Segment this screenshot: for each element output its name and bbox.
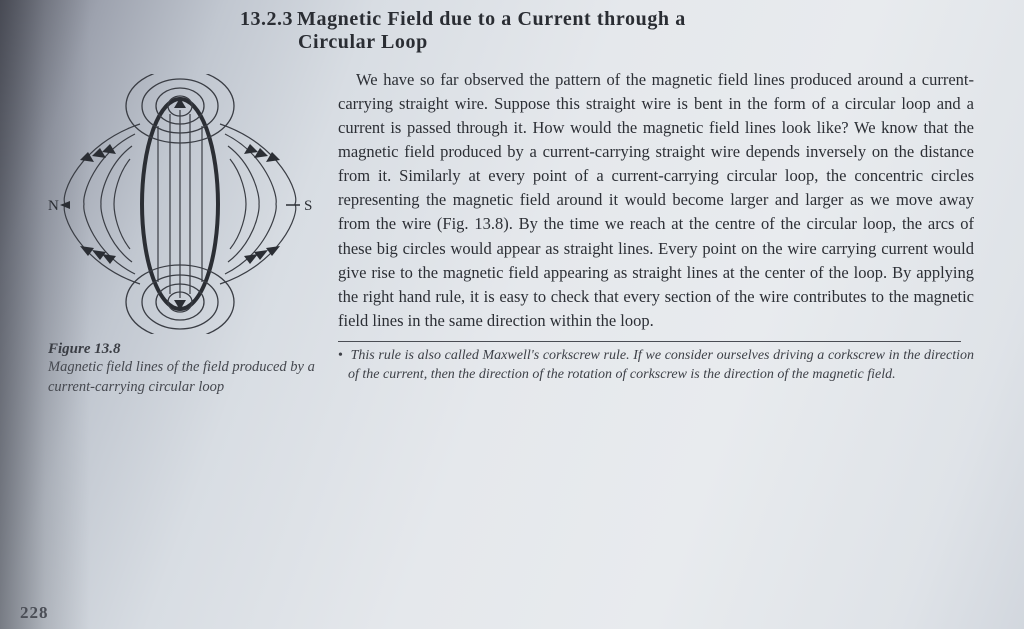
figure-column: N S Figure 13.8 Magnetic field lines of … xyxy=(40,62,320,397)
footnote-bullet-icon: • xyxy=(338,348,343,363)
body-paragraph: We have so far observed the pattern of t… xyxy=(338,68,974,333)
figure-caption: Figure 13.8 Magnetic field lines of the … xyxy=(40,341,320,397)
section-title-line1: Magnetic Field due to a Current through … xyxy=(297,8,686,30)
section-number: 13.2.3 xyxy=(240,8,293,30)
body-text-column: We have so far observed the pattern of t… xyxy=(338,62,974,384)
figure-right-label: S xyxy=(304,198,312,214)
footnote-rule xyxy=(338,341,961,342)
content-row: N S Figure 13.8 Magnetic field lines of … xyxy=(40,62,974,397)
textbook-page: 13.2.3 Magnetic Field due to a Current t… xyxy=(0,0,1024,629)
section-title-line2: Circular Loop xyxy=(298,31,974,54)
figure-label: Figure 13.8 xyxy=(48,341,320,358)
footnote: • This rule is also called Maxwell's cor… xyxy=(338,346,974,385)
page-number: 228 xyxy=(20,603,49,623)
figure-description: Magnetic field lines of the field produc… xyxy=(48,358,320,397)
figure-field-lines: N S xyxy=(40,74,320,334)
figure-left-label: N xyxy=(48,198,59,214)
section-heading: 13.2.3 Magnetic Field due to a Current t… xyxy=(240,8,974,54)
footnote-text: This rule is also called Maxwell's corks… xyxy=(348,348,974,382)
